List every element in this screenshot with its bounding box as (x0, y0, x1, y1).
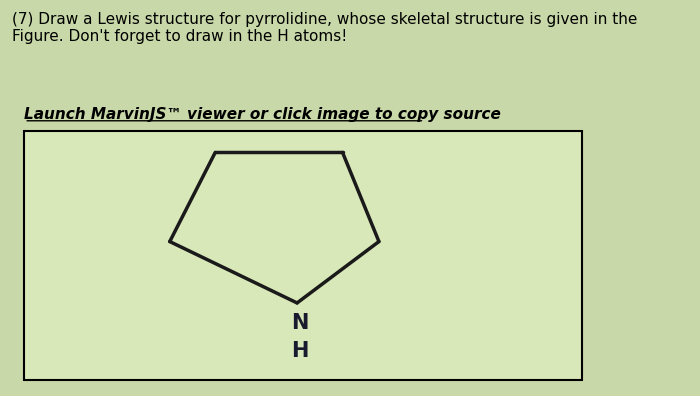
FancyBboxPatch shape (25, 131, 582, 380)
Text: N: N (291, 313, 309, 333)
Text: (7) Draw a Lewis structure for pyrrolidine, whose skeletal structure is given in: (7) Draw a Lewis structure for pyrrolidi… (12, 12, 638, 44)
Text: H: H (291, 341, 309, 361)
Text: Launch MarvinJS™ viewer or click image to copy source: Launch MarvinJS™ viewer or click image t… (25, 107, 501, 122)
